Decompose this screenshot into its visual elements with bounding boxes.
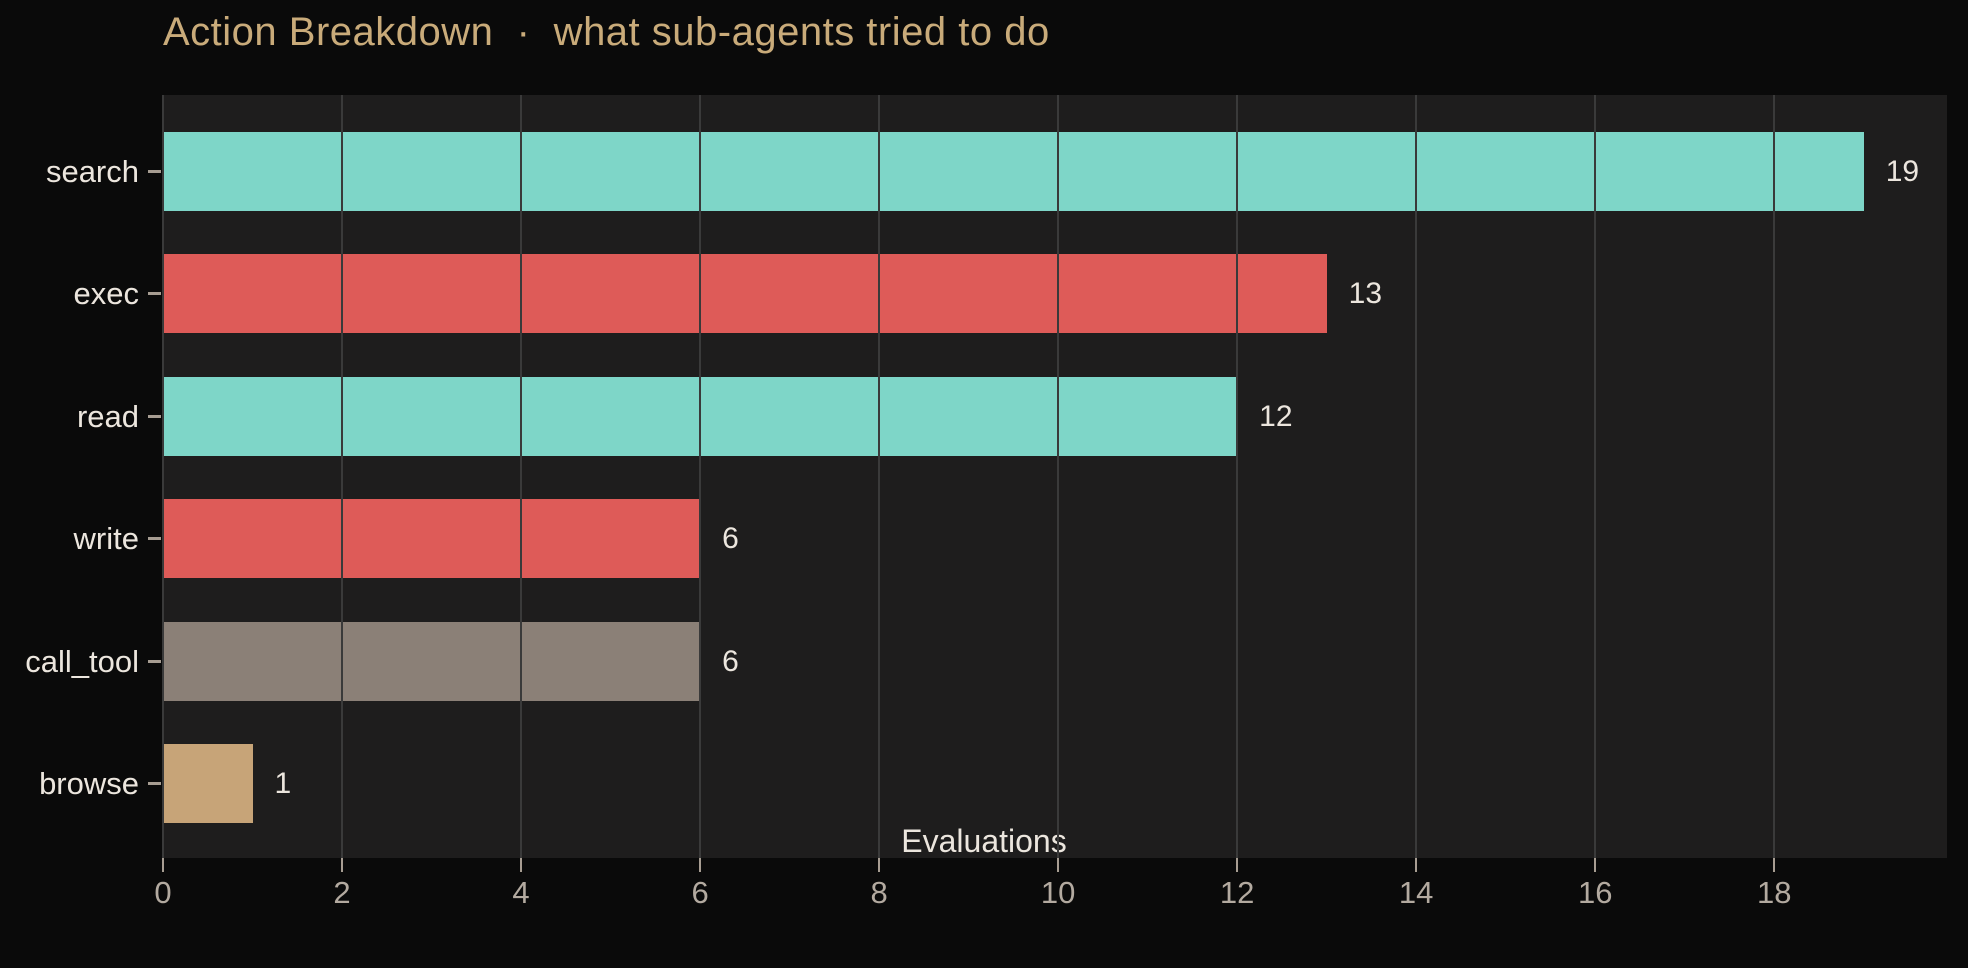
y-tick-mark — [148, 292, 161, 295]
chart-title: Action Breakdown · what sub-agents tried… — [163, 10, 1050, 54]
x-tick-label: 12 — [1219, 875, 1255, 910]
gridline — [878, 95, 881, 858]
gridline — [162, 95, 164, 858]
x-tick-label: 6 — [691, 875, 709, 910]
gridline — [520, 95, 523, 858]
gridline — [1415, 95, 1418, 858]
y-tick-mark — [148, 414, 161, 418]
x-tick-label: 16 — [1577, 875, 1613, 910]
x-axis-label: Evaluations — [901, 823, 1067, 859]
y-tick-mark — [148, 659, 161, 663]
y-tick-mark — [148, 169, 161, 173]
x-tick-mark — [1057, 858, 1060, 872]
bar-value-label: 6 — [722, 644, 739, 678]
bar-browse — [163, 744, 253, 823]
bar-call_tool — [163, 621, 701, 701]
category-label-call_tool: call_tool — [25, 643, 139, 679]
x-tick-mark — [1236, 858, 1239, 872]
x-tick-label: 0 — [154, 875, 172, 910]
gridline — [699, 95, 702, 858]
y-tick-mark — [148, 782, 161, 785]
x-tick-label: 4 — [512, 875, 530, 910]
x-tick-mark — [520, 858, 523, 872]
gridline — [1057, 95, 1060, 858]
gridline — [1773, 95, 1776, 858]
x-tick-label: 2 — [333, 875, 351, 910]
x-tick-label: 8 — [870, 875, 888, 910]
x-tick-mark — [878, 858, 881, 872]
bar-search — [163, 131, 1864, 211]
category-label-read: read — [76, 398, 139, 434]
bar-value-label: 19 — [1885, 154, 1920, 188]
x-tick-label: 18 — [1756, 875, 1792, 910]
bar-value-label: 13 — [1348, 277, 1383, 310]
bar-value-label: 12 — [1259, 399, 1293, 433]
bar-value-label: 6 — [722, 522, 739, 555]
x-tick-label: 10 — [1040, 875, 1076, 910]
bar-value-label: 1 — [274, 767, 292, 800]
x-tick-mark — [1773, 858, 1776, 872]
category-label-search: search — [45, 153, 139, 189]
x-tick-mark — [162, 858, 164, 872]
plot-area: 19 search 13 exec 12 read 6 write 6 call_tool 1 bro… — [25, 95, 1947, 910]
x-tick-mark — [1415, 858, 1418, 872]
bar-exec — [163, 254, 1327, 333]
x-tick-mark — [1594, 858, 1597, 872]
category-label-exec: exec — [73, 276, 139, 311]
gridline — [341, 95, 344, 858]
category-label-write: write — [73, 521, 139, 556]
y-tick-mark — [148, 537, 161, 540]
x-tick-mark — [699, 858, 702, 872]
gridline — [1236, 95, 1239, 858]
gridline — [1594, 95, 1597, 858]
bar-write — [163, 499, 701, 578]
category-label-browse: browse — [39, 766, 139, 801]
x-tick-mark — [341, 858, 344, 872]
x-tick-label: 14 — [1398, 875, 1434, 910]
